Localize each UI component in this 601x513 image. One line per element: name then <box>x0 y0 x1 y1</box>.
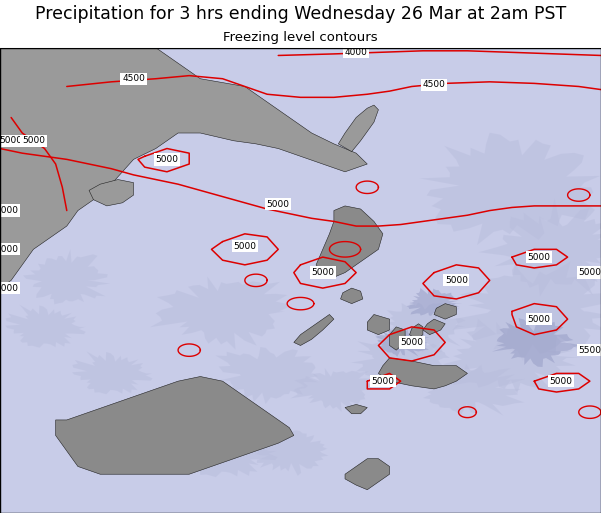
Text: 5000: 5000 <box>0 206 18 215</box>
Polygon shape <box>338 105 379 152</box>
Polygon shape <box>23 249 110 304</box>
Polygon shape <box>492 318 581 367</box>
Text: Freezing level contours: Freezing level contours <box>223 31 378 44</box>
Polygon shape <box>341 288 363 304</box>
Polygon shape <box>367 314 389 334</box>
Polygon shape <box>171 423 278 477</box>
Polygon shape <box>99 407 211 463</box>
Polygon shape <box>434 304 456 319</box>
Text: 4500: 4500 <box>423 81 445 89</box>
Polygon shape <box>453 262 601 361</box>
Text: 5000: 5000 <box>527 314 550 324</box>
Polygon shape <box>215 347 319 404</box>
Polygon shape <box>316 206 383 277</box>
Polygon shape <box>376 329 430 357</box>
Polygon shape <box>290 368 373 412</box>
Text: Precipitation for 3 hrs ending Wednesday 26 Mar at 2am PST: Precipitation for 3 hrs ending Wednesday… <box>35 5 566 23</box>
Polygon shape <box>423 319 445 334</box>
Polygon shape <box>72 351 153 394</box>
Polygon shape <box>294 314 334 345</box>
Text: 5000: 5000 <box>371 377 394 386</box>
Polygon shape <box>345 404 367 414</box>
Polygon shape <box>5 305 86 348</box>
Text: 5000: 5000 <box>156 155 178 164</box>
Polygon shape <box>351 328 450 384</box>
Text: 5000: 5000 <box>445 276 468 285</box>
Text: 5000: 5000 <box>400 338 423 347</box>
Polygon shape <box>89 180 133 206</box>
Polygon shape <box>382 302 466 353</box>
Polygon shape <box>479 198 601 297</box>
Text: 5000: 5000 <box>267 200 290 209</box>
Text: 5500: 5500 <box>578 346 601 354</box>
Polygon shape <box>150 277 288 350</box>
Polygon shape <box>409 324 423 339</box>
Text: 5000: 5000 <box>0 136 23 145</box>
Polygon shape <box>389 327 405 350</box>
Text: 5000: 5000 <box>578 268 601 277</box>
Polygon shape <box>444 319 582 394</box>
Text: 4000: 4000 <box>345 48 368 57</box>
Polygon shape <box>0 48 367 288</box>
Polygon shape <box>345 459 389 490</box>
Text: 5000: 5000 <box>22 136 45 145</box>
Text: 5000: 5000 <box>549 377 572 386</box>
Polygon shape <box>379 358 468 389</box>
Polygon shape <box>115 424 194 462</box>
Text: 4500: 4500 <box>122 74 145 83</box>
Text: 5000: 5000 <box>233 242 257 251</box>
Polygon shape <box>419 133 600 245</box>
Polygon shape <box>255 427 329 476</box>
Polygon shape <box>407 288 462 318</box>
Text: 5000: 5000 <box>527 252 550 262</box>
Text: 5000: 5000 <box>0 245 18 254</box>
Text: 6000: 6000 <box>0 284 18 292</box>
Text: 5000: 5000 <box>311 268 334 277</box>
Polygon shape <box>56 377 294 474</box>
Polygon shape <box>417 364 525 416</box>
